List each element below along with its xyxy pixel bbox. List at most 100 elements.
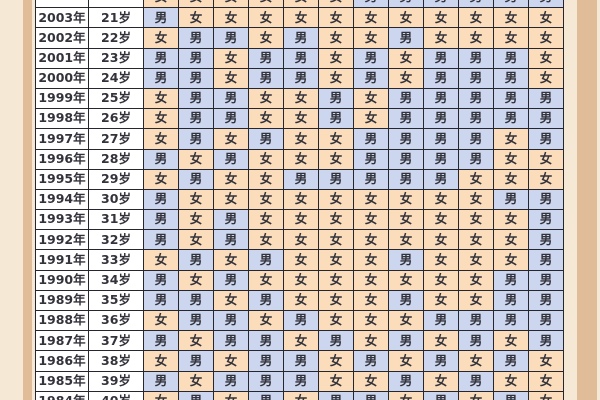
girl-cell: 女 — [283, 390, 319, 400]
girl-cell: 女 — [493, 249, 529, 271]
table-row: 1995年 29岁女男女女男男男男男女女女 — [35, 168, 564, 190]
table-row: 1987年 37岁男女男男女男女男女男女男 — [35, 330, 564, 352]
boy-cell: 男 — [178, 289, 214, 312]
age-cell: 25岁 — [88, 87, 144, 110]
girl-cell: 女 — [423, 209, 459, 231]
boy-cell: 男 — [283, 67, 319, 89]
boy-cell: 男 — [178, 87, 214, 110]
girl-cell: 女 — [353, 309, 389, 332]
boy-cell: 男 — [388, 87, 424, 110]
girl-cell: 女 — [353, 289, 389, 312]
girl-cell: 女 — [458, 168, 494, 190]
girl-cell: 女 — [493, 370, 529, 392]
girl-cell: 女 — [178, 269, 214, 291]
boy-cell: 男 — [283, 370, 319, 392]
boy-cell: 男 — [458, 108, 494, 130]
girl-cell: 女 — [528, 7, 564, 29]
boy-cell: 男 — [388, 168, 424, 190]
girl-cell: 女 — [423, 330, 459, 352]
boy-cell: 男 — [143, 370, 179, 392]
boy-cell: 男 — [388, 27, 424, 49]
girl-cell: 女 — [353, 87, 389, 110]
girl-cell: 女 — [388, 188, 424, 211]
girl-cell: 女 — [213, 188, 249, 211]
boy-cell: 男 — [213, 148, 249, 170]
boy-cell: 男 — [248, 47, 284, 69]
boy-cell: 男 — [283, 47, 319, 69]
age-cell: 37岁 — [88, 330, 144, 352]
girl-cell: 女 — [528, 148, 564, 170]
boy-cell: 男 — [283, 168, 319, 190]
year-cell: 2002年 — [35, 27, 89, 49]
girl-cell: 女 — [528, 350, 564, 372]
girl-cell: 女 — [318, 370, 354, 392]
age-cell: 23岁 — [88, 47, 144, 69]
girl-cell: 女 — [388, 47, 424, 69]
girl-cell: 女 — [283, 229, 319, 251]
year-cell: 1987年 — [35, 330, 89, 352]
boy-cell: 男 — [213, 370, 249, 392]
table-row: 1986年 38岁女男女男男女男女男女男女 — [35, 350, 564, 372]
girl-cell: 女 — [178, 209, 214, 231]
girl-cell: 女 — [248, 148, 284, 170]
girl-cell: 女 — [283, 0, 319, 9]
girl-cell: 女 — [318, 47, 354, 69]
age-cell — [88, 0, 144, 9]
boy-cell: 男 — [283, 350, 319, 372]
boy-cell: 男 — [493, 309, 529, 332]
year-cell: 2001年 — [35, 47, 89, 69]
table-row: 1985年 39岁男女男男男女女男女男女女 — [35, 370, 564, 392]
age-cell: 24岁 — [88, 67, 144, 89]
boy-cell: 男 — [528, 108, 564, 130]
boy-cell: 男 — [493, 390, 529, 400]
girl-cell: 女 — [283, 108, 319, 130]
boy-cell: 男 — [528, 229, 564, 251]
boy-cell: 男 — [493, 0, 529, 9]
table-row: 1988年 36岁女男男女男女女女男男男男 — [35, 309, 564, 332]
girl-cell: 女 — [178, 7, 214, 29]
girl-cell: 女 — [528, 67, 564, 89]
girl-cell: 女 — [213, 289, 249, 312]
year-cell: 1999年 — [35, 87, 89, 110]
year-cell: 1997年 — [35, 128, 89, 150]
girl-cell: 女 — [248, 269, 284, 291]
boy-cell: 男 — [458, 67, 494, 89]
girl-cell: 女 — [213, 0, 249, 9]
age-cell: 35岁 — [88, 289, 144, 312]
girl-cell: 女 — [213, 47, 249, 69]
boy-cell: 男 — [283, 27, 319, 49]
boy-cell: 男 — [318, 168, 354, 190]
girl-cell: 女 — [458, 188, 494, 211]
girl-cell: 女 — [458, 390, 494, 400]
boy-cell: 男 — [528, 309, 564, 332]
girl-cell: 女 — [423, 289, 459, 312]
girl-cell: 女 — [423, 188, 459, 211]
girl-cell: 女 — [283, 330, 319, 352]
girl-cell: 女 — [213, 67, 249, 89]
age-cell: 38岁 — [88, 350, 144, 372]
girl-cell: 女 — [458, 229, 494, 251]
boy-cell: 男 — [493, 108, 529, 130]
age-cell: 30岁 — [88, 188, 144, 211]
girl-cell: 女 — [143, 168, 179, 190]
boy-cell: 男 — [388, 148, 424, 170]
boy-cell: 男 — [528, 87, 564, 110]
girl-cell: 女 — [493, 209, 529, 231]
boy-cell: 男 — [143, 7, 179, 29]
girl-cell: 女 — [318, 188, 354, 211]
girl-cell: 女 — [458, 209, 494, 231]
girl-cell: 女 — [283, 188, 319, 211]
table-body: 女女女女女女男男男男男男2003年21岁男女女女女女女女女女女女2002年22岁… — [35, 0, 564, 400]
boy-cell: 男 — [388, 289, 424, 312]
boy-cell: 男 — [178, 249, 214, 271]
boy-cell: 男 — [213, 309, 249, 332]
girl-cell: 女 — [283, 289, 319, 312]
boy-cell: 男 — [248, 390, 284, 400]
boy-cell: 男 — [143, 209, 179, 231]
boy-cell: 男 — [388, 128, 424, 150]
boy-cell: 男 — [353, 67, 389, 89]
year-cell: 1991年 — [35, 249, 89, 271]
girl-cell: 女 — [318, 269, 354, 291]
year-cell: 1995年 — [35, 168, 89, 190]
girl-cell: 女 — [388, 209, 424, 231]
